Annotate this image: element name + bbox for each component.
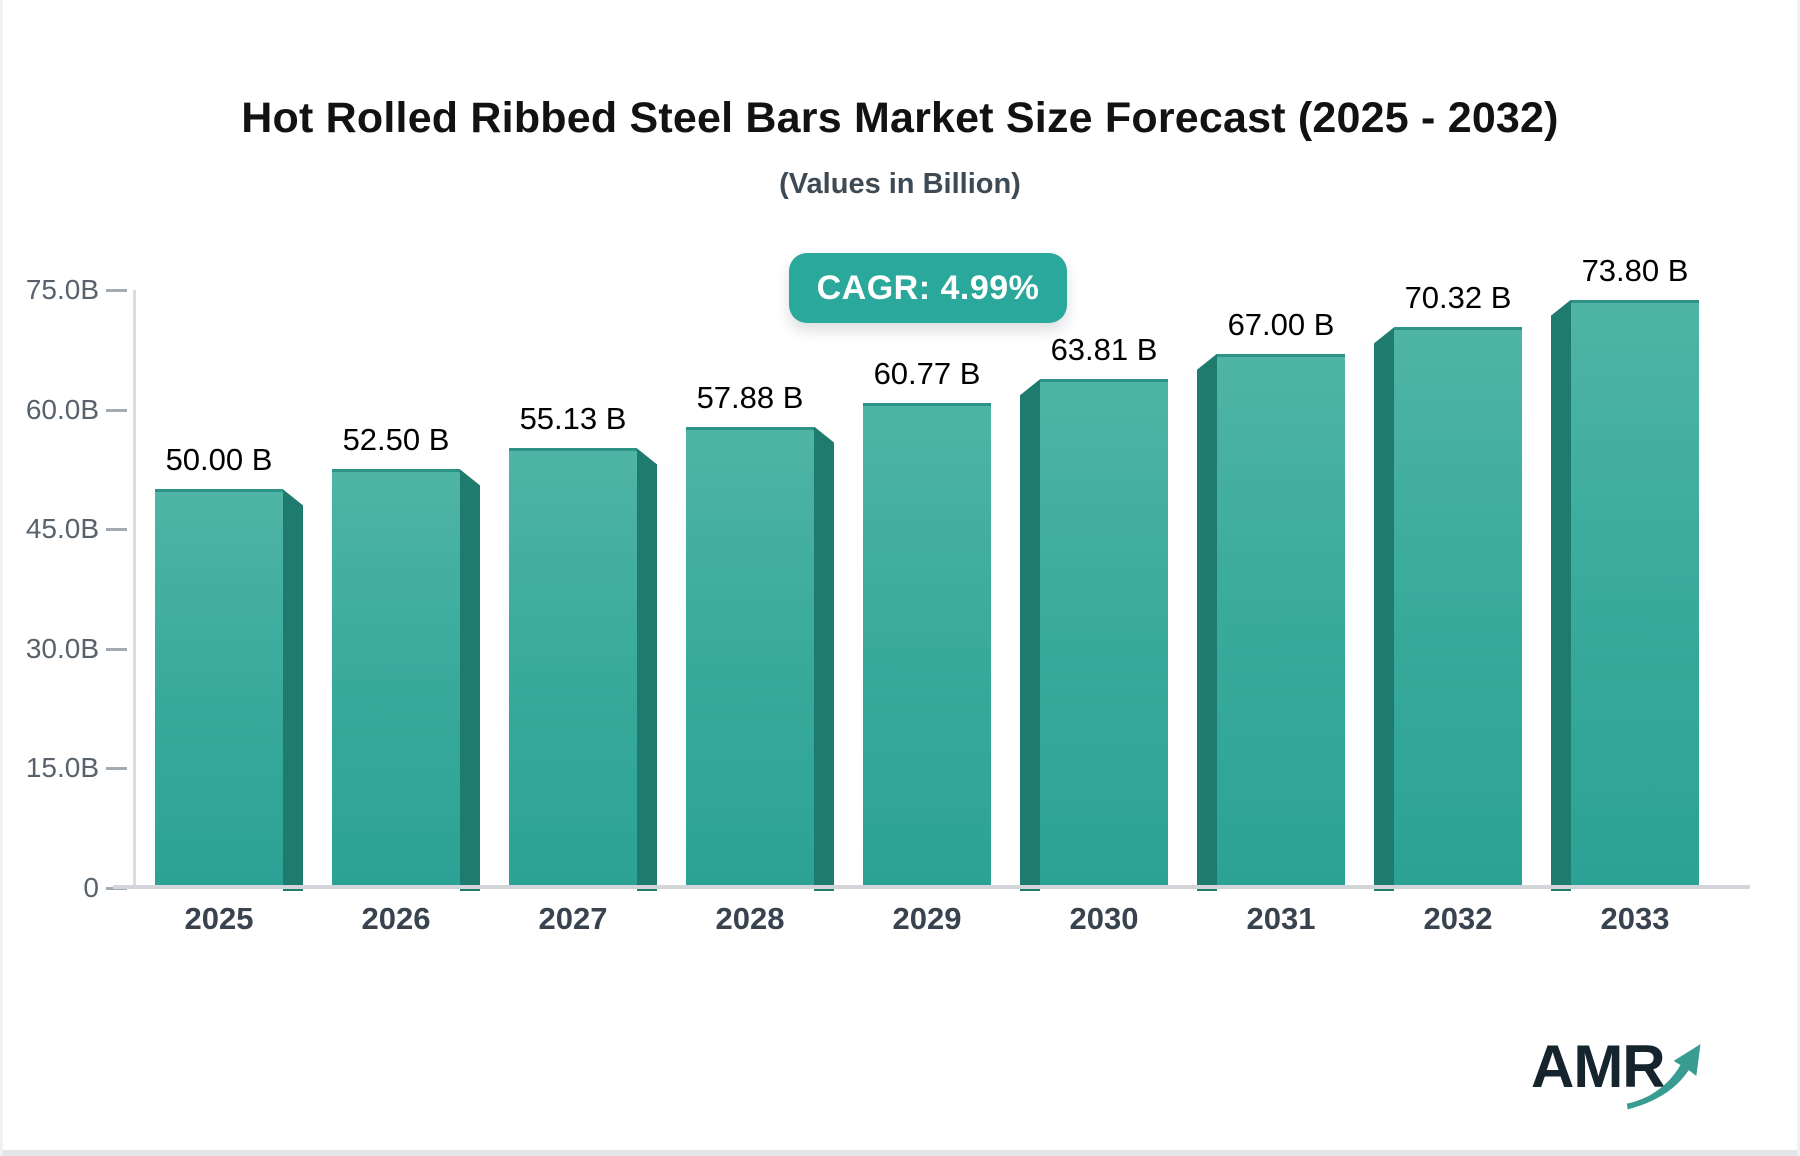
growth-arrow-icon — [1626, 1044, 1701, 1110]
x-axis-label-2030: 2030 — [1069, 901, 1139, 936]
bar-value-label-2031: 67.00 B — [1227, 306, 1335, 342]
bar-bevel-2026 — [460, 469, 480, 891]
bar-value-label-2030: 63.81 B — [1050, 332, 1158, 368]
bar-2025 — [155, 489, 303, 891]
y-axis-tick-label: 60.0B — [25, 393, 99, 425]
y-axis-tick-label: 30.0B — [25, 632, 99, 664]
bar-face-2033 — [1571, 299, 1699, 888]
bar-value-label-2026: 52.50 B — [342, 422, 450, 458]
x-axis-label-2026: 2026 — [361, 901, 431, 936]
bar-value-label-2028: 57.88 B — [696, 379, 804, 415]
bar-2028 — [686, 426, 834, 891]
bar-bevel-2025 — [283, 489, 303, 891]
amr-logo-text: AMR — [1531, 1033, 1666, 1100]
x-axis-line — [113, 885, 1750, 889]
y-axis-tick-mark — [106, 408, 127, 412]
x-axis-label-2027: 2027 — [538, 901, 608, 936]
bar-value-label-2029: 60.77 B — [873, 356, 981, 392]
x-axis-label-2029: 2029 — [892, 901, 962, 936]
bar-value-label-2033: 73.80 B — [1581, 252, 1689, 288]
y-axis-tick-label: 75.0B — [25, 274, 99, 305]
x-axis-label-2031: 2031 — [1246, 901, 1316, 936]
bar-bevel-2030 — [1020, 379, 1040, 891]
x-axis-label-2025: 2025 — [184, 901, 254, 936]
bar-bevel-2028 — [814, 426, 834, 891]
x-axis-label-2028: 2028 — [715, 901, 785, 936]
bar-2026 — [332, 469, 480, 891]
chart-subtitle: (Values in Billion) — [779, 168, 1021, 200]
y-axis-tick-label: 0 — [83, 872, 99, 903]
amr-logo: AMR — [1531, 1032, 1731, 1122]
y-axis-tick-mark — [106, 528, 127, 532]
bottom-border-strip — [3, 1150, 1797, 1156]
bar-2032 — [1374, 327, 1522, 891]
bar-bevel-2033 — [1551, 299, 1571, 891]
bar-2030 — [1020, 379, 1168, 891]
y-axis-tick-label: 45.0B — [25, 513, 99, 545]
bar-value-label-2025: 50.00 B — [165, 442, 273, 478]
y-axis-tick-mark — [106, 647, 127, 651]
bar-face-2025 — [155, 489, 283, 888]
y-axis-tick-label: 15.0B — [25, 752, 99, 784]
y-axis-line — [133, 290, 136, 888]
x-axis-label-2032: 2032 — [1423, 901, 1493, 936]
bar-value-label-2032: 70.32 B — [1404, 280, 1512, 316]
y-axis-tick-mark — [106, 289, 127, 292]
bar-face-2026 — [332, 469, 460, 888]
bar-face-2031 — [1217, 353, 1345, 888]
bar-2031 — [1197, 353, 1345, 891]
bar-bevel-2031 — [1197, 353, 1217, 891]
bar-2029 — [863, 403, 991, 888]
bar-bevel-2032 — [1374, 327, 1394, 891]
bar-face-2027 — [509, 448, 637, 888]
bar-2033 — [1551, 299, 1699, 891]
bar-bevel-2027 — [637, 448, 657, 891]
bar-face-2028 — [686, 426, 814, 888]
bar-value-label-2027: 55.13 B — [519, 401, 627, 437]
bar-2027 — [509, 448, 657, 891]
bar-face-2029 — [863, 403, 991, 888]
bar-face-2032 — [1394, 327, 1522, 888]
chart-title: Hot Rolled Ribbed Steel Bars Market Size… — [241, 94, 1559, 142]
bar-face-2030 — [1040, 379, 1168, 888]
cagr-badge: CAGR: 4.99% — [789, 253, 1067, 323]
y-axis-tick-mark — [106, 767, 127, 771]
cagr-badge-label: CAGR: 4.99% — [816, 268, 1040, 307]
x-axis-label-2033: 2033 — [1600, 901, 1670, 936]
